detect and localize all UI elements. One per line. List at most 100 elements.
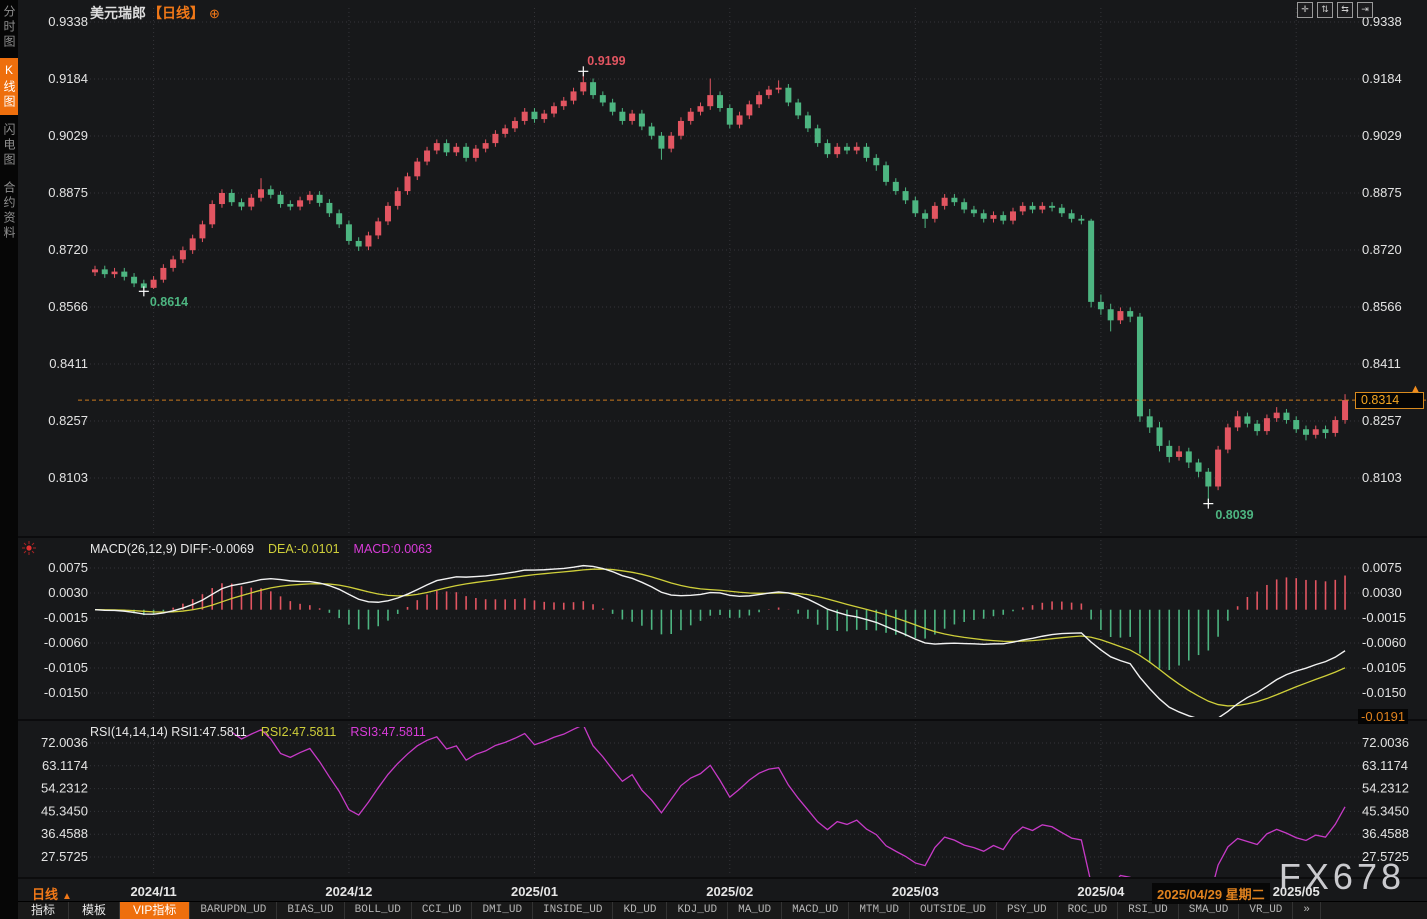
low-price-annotation-2: 0.8039 bbox=[1215, 507, 1254, 522]
macd-min-axis-tag: -0.0191 bbox=[1358, 709, 1409, 724]
toolbar-tab-模板[interactable]: 模板 bbox=[69, 902, 121, 919]
svg-text:-0.0060: -0.0060 bbox=[44, 635, 88, 650]
crosshair-icon[interactable]: ✛ bbox=[1297, 2, 1313, 18]
period-selector-label: 日线 bbox=[32, 887, 59, 902]
alert-dot-icon bbox=[22, 541, 36, 560]
svg-text:-0.0150: -0.0150 bbox=[1362, 685, 1406, 700]
price-up-arrow-icon: ▲ bbox=[1410, 383, 1421, 396]
toolbar-tab-KDJ_UD[interactable]: KDJ_UD bbox=[667, 902, 729, 919]
svg-text:36.4588: 36.4588 bbox=[1362, 826, 1409, 841]
svg-text:-0.0060: -0.0060 bbox=[1362, 635, 1406, 650]
chart-tool-icons: ✛ ⇅ ⇆ ⇥ bbox=[1297, 2, 1373, 18]
macd-indicator-header: MACD(26,12,9) DIFF:-0.0069 DEA:-0.0101 MAC… bbox=[90, 542, 432, 556]
toolbar-tab-ROC_UD[interactable]: ROC_UD bbox=[1058, 902, 1119, 919]
svg-text:-0.0105: -0.0105 bbox=[1362, 660, 1406, 675]
svg-text:0.8720: 0.8720 bbox=[48, 242, 88, 257]
svg-text:72.0036: 72.0036 bbox=[41, 735, 88, 750]
time-axis-label-2025/05: 2025/05 bbox=[1272, 884, 1320, 899]
svg-text:-0.0015: -0.0015 bbox=[1362, 610, 1406, 625]
svg-text:0.8257: 0.8257 bbox=[1362, 413, 1402, 428]
svg-text:54.2312: 54.2312 bbox=[41, 781, 88, 796]
symbol-title: 美元瑞郎 【日线】 ⊕ bbox=[90, 3, 220, 23]
svg-text:0.0030: 0.0030 bbox=[48, 585, 88, 600]
svg-text:27.5725: 27.5725 bbox=[41, 849, 88, 864]
svg-text:0.9338: 0.9338 bbox=[48, 14, 88, 29]
sidebar-tab-K线图[interactable]: K线图 bbox=[0, 58, 18, 115]
macd-dea-value: DEA:-0.0101 bbox=[267, 542, 340, 556]
svg-text:0.0075: 0.0075 bbox=[1362, 560, 1402, 575]
svg-text:0.8103: 0.8103 bbox=[1362, 470, 1402, 485]
toolbar-tab-BIAS_UD[interactable]: BIAS_UD bbox=[277, 902, 345, 919]
svg-text:0.9184: 0.9184 bbox=[48, 71, 88, 86]
current-price-tag: 0.8314 bbox=[1355, 392, 1424, 410]
toolbar-tab-MA_UD[interactable]: MA_UD bbox=[728, 902, 783, 919]
svg-text:54.2312: 54.2312 bbox=[1362, 781, 1409, 796]
svg-text:-0.0015: -0.0015 bbox=[44, 610, 88, 625]
toolbar-tab-BOLL_UD[interactable]: BOLL_UD bbox=[345, 902, 412, 919]
svg-text:63.1174: 63.1174 bbox=[1362, 758, 1408, 773]
toolbar-tab-DMI_UD[interactable]: DMI_UD bbox=[472, 902, 534, 919]
svg-text:0.8720: 0.8720 bbox=[1362, 242, 1402, 257]
toolbar-tab-PSY_UD[interactable]: PSY_UD bbox=[997, 902, 1058, 919]
svg-text:0.9184: 0.9184 bbox=[1362, 71, 1402, 86]
interval-tag: 【日线】 bbox=[148, 5, 204, 21]
time-axis-label-2025/04: 2025/04 bbox=[1077, 884, 1125, 899]
svg-text:36.4588: 36.4588 bbox=[41, 826, 88, 841]
toolbar-tab-VR_UD[interactable]: VR_UD bbox=[1239, 902, 1294, 919]
toolbar-tab-BARUPDN_UD[interactable]: BARUPDN_UD bbox=[190, 902, 278, 919]
svg-text:45.3450: 45.3450 bbox=[41, 803, 88, 818]
toolbar-tab-OUTSIDE_UD[interactable]: OUTSIDE_UD bbox=[910, 902, 997, 919]
chart-area[interactable]: 0.9338 0.9338 0.9184 0.9184 0.9029 0.9029 0.88… bbox=[18, 0, 1427, 919]
svg-text:0.9029: 0.9029 bbox=[1362, 128, 1402, 143]
time-axis-label-2025/03: 2025/03 bbox=[891, 884, 939, 899]
toolbar-tab-指标[interactable]: 指标 bbox=[18, 902, 70, 919]
toolbar-tab-MACD_UD[interactable]: MACD_UD bbox=[782, 902, 850, 919]
macd-diff-value: MACD(26,12,9) DIFF:-0.0069 bbox=[90, 542, 254, 556]
low-price-annotation-1: 0.8614 bbox=[149, 295, 189, 310]
macd-macd-value: MACD:0.0063 bbox=[353, 542, 433, 556]
target-icon[interactable]: ⊕ bbox=[209, 6, 220, 21]
toolbar-tab-INSIDE_UD[interactable]: INSIDE_UD bbox=[533, 902, 614, 919]
time-axis-label-2025/02: 2025/02 bbox=[706, 884, 754, 899]
svg-text:0.8257: 0.8257 bbox=[48, 413, 88, 428]
svg-text:0.8566: 0.8566 bbox=[48, 299, 88, 314]
toolbar-tab-KD_UD[interactable]: KD_UD bbox=[613, 902, 668, 919]
toolbar-tab-MTM_UD[interactable]: MTM_UD bbox=[849, 902, 910, 919]
time-axis-row: 日线 ▲ 2024/11 2024/12 2025/01 2025/02 2025/03 2… bbox=[18, 879, 1427, 904]
svg-text:45.3450: 45.3450 bbox=[1362, 803, 1409, 818]
toolbar-tab-SMA_UD[interactable]: SMA_UD bbox=[1179, 902, 1240, 919]
toolbar-tab-VIP指标[interactable]: VIP指标 bbox=[120, 902, 191, 919]
svg-text:0.8411: 0.8411 bbox=[49, 356, 88, 371]
period-selector[interactable]: 日线 ▲ bbox=[32, 884, 72, 903]
axis-scale-x-icon[interactable]: ⇆ bbox=[1337, 2, 1353, 18]
rsi3-value: RSI3:47.5811 bbox=[350, 725, 426, 739]
svg-text:-0.0105: -0.0105 bbox=[44, 660, 88, 675]
toolbar-tab-CCI_UD[interactable]: CCI_UD bbox=[412, 902, 473, 919]
high-price-annotation: 0.9199 bbox=[587, 54, 626, 69]
svg-text:0.0075: 0.0075 bbox=[48, 560, 88, 575]
time-axis-label-2025/01: 2025/01 bbox=[510, 884, 558, 899]
indicator-toolbar: 指标 模板 VIP指标 BARUPDN_UD BIAS_UD BOLL_UD CCI_UD D… bbox=[18, 901, 1427, 919]
svg-text:-0.0150: -0.0150 bbox=[44, 685, 88, 700]
svg-text:0.8875: 0.8875 bbox=[48, 185, 88, 200]
sidebar-tab-闪电图[interactable]: 闪电图 bbox=[2, 123, 16, 168]
sidebar-tab-分时图[interactable]: 分时图 bbox=[2, 5, 16, 50]
rsi-indicator-header: RSI(14,14,14) RSI1:47.5811 RSI2:47.5811 RS… bbox=[90, 725, 426, 739]
time-axis-label-2024/12: 2024/12 bbox=[325, 884, 373, 899]
rsi1-value: RSI(14,14,14) RSI1:47.5811 bbox=[90, 725, 247, 739]
svg-text:0.8875: 0.8875 bbox=[1362, 185, 1402, 200]
toolbar-tab-RSI_UD[interactable]: RSI_UD bbox=[1118, 902, 1179, 919]
rsi2-value: RSI2:47.5811 bbox=[260, 725, 337, 739]
pan-right-icon[interactable]: ⇥ bbox=[1357, 2, 1373, 18]
svg-text:0.8103: 0.8103 bbox=[48, 470, 88, 485]
time-axis-label-2024/11: 2024/11 bbox=[130, 884, 177, 899]
svg-text:0.9029: 0.9029 bbox=[48, 128, 88, 143]
toolbar-tab-»[interactable]: » bbox=[1293, 902, 1322, 919]
axis-scale-y-icon[interactable]: ⇅ bbox=[1317, 2, 1333, 18]
svg-text:0.0030: 0.0030 bbox=[1362, 585, 1402, 600]
sidebar-tab-合约资料[interactable]: 合约资料 bbox=[2, 181, 16, 241]
svg-text:0.8411: 0.8411 bbox=[1362, 356, 1401, 371]
svg-text:0.8566: 0.8566 bbox=[1362, 299, 1402, 314]
